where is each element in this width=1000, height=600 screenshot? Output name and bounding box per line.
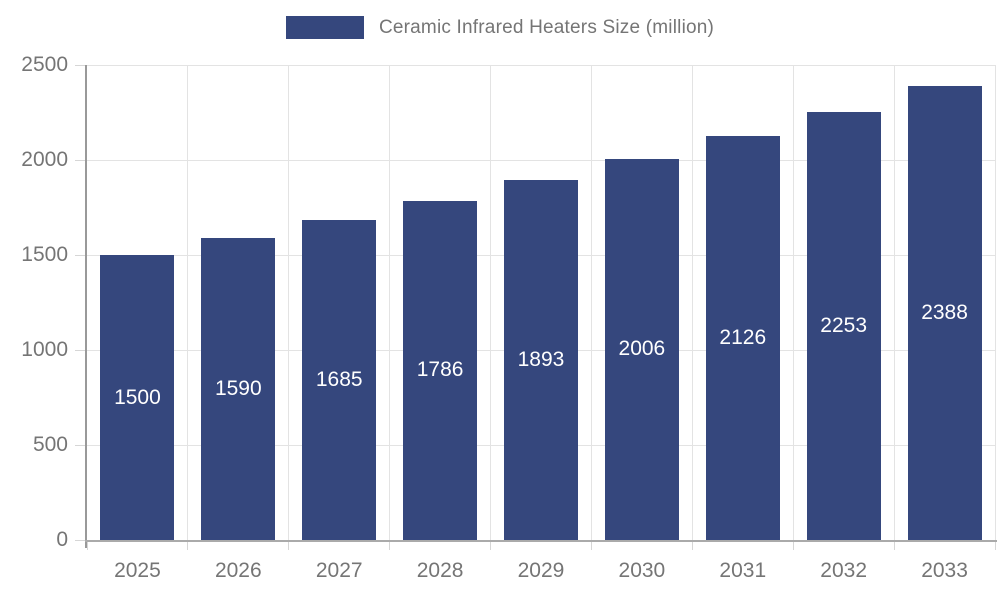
x-axis-line <box>85 540 997 542</box>
bar-2029[interactable] <box>504 180 578 540</box>
bar-2033[interactable] <box>907 86 982 540</box>
x-axis-tick-label: 2033 <box>921 559 968 582</box>
bar-value-label: 2006 <box>618 337 666 361</box>
bar-value-label: 1893 <box>517 348 565 372</box>
bar-value-label: 1500 <box>114 385 161 409</box>
gridline-vertical <box>893 65 895 540</box>
x-axis-tick <box>792 542 794 550</box>
bar-value-label: 2126 <box>719 326 767 350</box>
x-axis-tick-label: 2032 <box>820 559 868 582</box>
bar-2028[interactable] <box>403 200 478 540</box>
gridline-vertical <box>288 65 290 540</box>
x-axis-tick <box>490 542 492 550</box>
bar-2032[interactable] <box>806 111 881 540</box>
x-axis-tick <box>187 542 189 550</box>
gridline-horizontal <box>87 159 995 161</box>
x-axis-tick <box>389 542 391 550</box>
y-axis-tick <box>75 444 85 446</box>
x-axis-tick-label: 2025 <box>114 559 161 582</box>
y-axis-tick-label: 500 <box>32 433 68 456</box>
x-axis-tick-label: 2027 <box>315 559 363 582</box>
plot-area: 0 500 1000 1500 2000 2500 1500 2025 1590 2026 1685… <box>21 53 997 582</box>
bar-2027[interactable] <box>302 219 377 540</box>
bar-value-label: 1685 <box>315 367 363 391</box>
bar-value-label: 2388 <box>921 301 968 325</box>
bar-2026[interactable] <box>201 237 276 540</box>
x-axis-tick-label: 2028 <box>416 559 464 582</box>
gridline-vertical <box>590 65 592 540</box>
bar-value-label: 2253 <box>820 313 868 337</box>
x-axis-tick <box>691 542 693 550</box>
y-axis-tick <box>75 159 85 161</box>
x-axis-tick <box>288 542 290 550</box>
y-axis-tick-label: 2500 <box>21 53 68 76</box>
x-axis-tick-label: 2029 <box>517 559 565 582</box>
bar-2031[interactable] <box>705 136 780 540</box>
x-axis-tick <box>994 542 996 550</box>
y-axis-tick-label: 2000 <box>21 148 68 171</box>
x-axis-tick <box>86 542 88 550</box>
x-axis-tick-label: 2026 <box>214 559 262 582</box>
bar-value-label: 1786 <box>416 358 464 382</box>
gridline-vertical <box>490 65 492 540</box>
gridline-vertical <box>389 65 391 540</box>
gridline-horizontal <box>87 64 995 66</box>
y-axis-tick <box>75 64 85 66</box>
bar-2030[interactable] <box>604 158 679 540</box>
legend-label: Ceramic Infrared Heaters Size (million) <box>378 16 715 38</box>
legend-swatch-icon <box>285 16 364 39</box>
x-axis-tick-label: 2031 <box>719 559 767 582</box>
bar-2025[interactable] <box>100 255 175 540</box>
gridline-vertical <box>994 65 996 540</box>
gridline-vertical <box>792 65 794 540</box>
x-axis-tick-label: 2030 <box>618 559 666 582</box>
y-axis-tick <box>75 254 85 256</box>
y-axis-tick-label: 0 <box>56 528 68 551</box>
chart-legend[interactable]: Ceramic Infrared Heaters Size (million) <box>0 16 1000 39</box>
x-axis-tick <box>590 542 592 550</box>
y-axis-tick <box>75 349 85 351</box>
gridline-vertical <box>187 65 189 540</box>
gridline-vertical <box>691 65 693 540</box>
y-axis-tick <box>75 539 85 541</box>
bar-value-label: 1590 <box>214 376 262 400</box>
x-axis-tick <box>893 542 895 550</box>
y-axis-line <box>85 65 87 548</box>
y-axis-tick-label: 1500 <box>21 243 68 266</box>
y-axis-tick-label: 1000 <box>21 338 68 361</box>
